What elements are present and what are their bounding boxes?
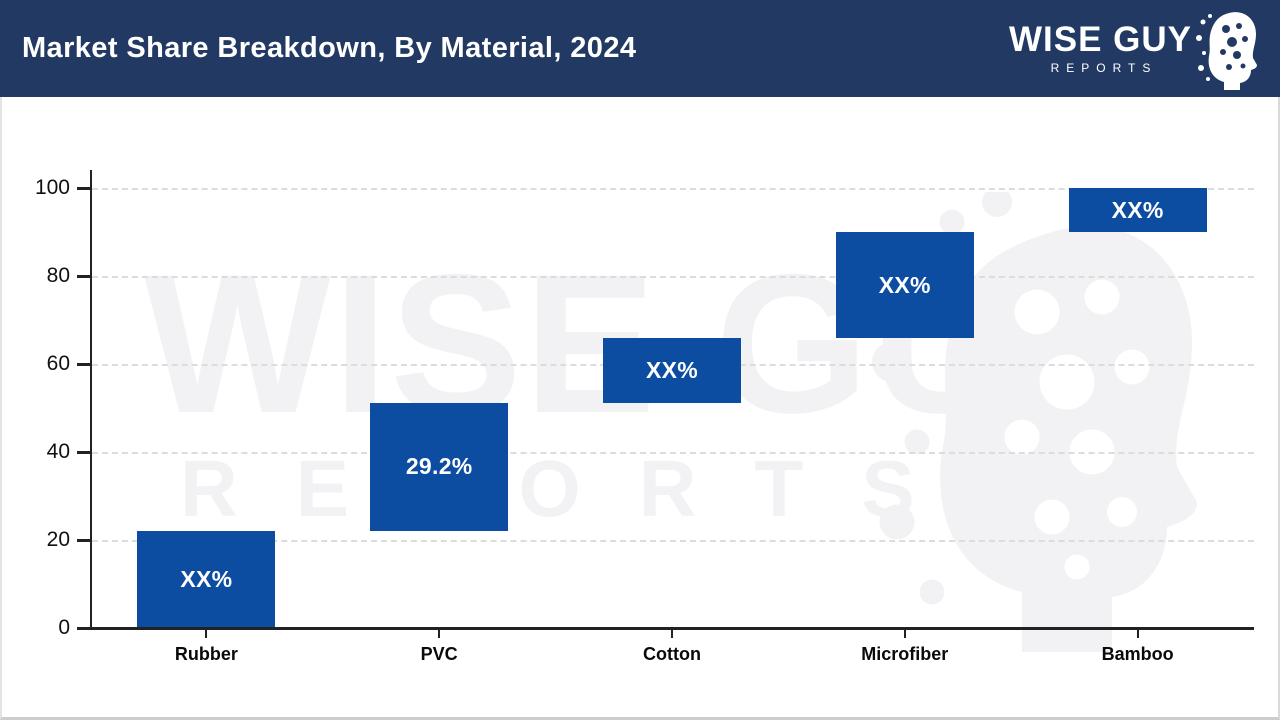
x-tick-mark: [671, 629, 673, 638]
bar-value-label: XX%: [180, 566, 233, 593]
bar-pvc: 29.2%: [370, 402, 509, 532]
bar-bamboo: XX%: [1068, 188, 1207, 232]
chart-title: Market Share Breakdown, By Material, 202…: [22, 32, 637, 64]
y-axis-tick-label: 60: [46, 352, 70, 375]
logo-wise-guy-text: WISE GUY: [1008, 20, 1192, 59]
x-tick-mark: [903, 629, 906, 638]
header-bar: Market Share Breakdown, By Material, 202…: [0, 0, 1280, 97]
y-tick-mark: [77, 539, 90, 542]
x-axis-label-rubber: Rubber: [174, 644, 238, 664]
gridline-20: [92, 540, 1254, 542]
gridline-40: [92, 452, 1254, 454]
y-tick-mark: [77, 187, 90, 190]
x-axis-label-microfiber: Microfiber: [861, 644, 949, 664]
y-axis-tick-label: 40: [46, 440, 70, 463]
bar-cotton: XX%: [603, 338, 741, 403]
logo-face-icon: [1196, 11, 1257, 90]
gridline-80: [92, 276, 1254, 278]
y-tick-mark: [77, 275, 90, 278]
wise-guy-logo: WISE GUY REPORTS: [1009, 8, 1258, 90]
x-axis-line: [90, 627, 1254, 630]
y-tick-mark: [77, 451, 90, 454]
x-tick-mark: [205, 629, 208, 638]
y-axis-tick-label: 100: [34, 176, 70, 199]
y-axis-tick-label: 20: [46, 528, 70, 551]
x-tick-mark: [1136, 629, 1139, 638]
bar-value-label: 29.2%: [405, 453, 473, 480]
bar-value-label: XX%: [1111, 196, 1164, 223]
chart-body: WISE GUY REPORTS 0 20 40 60 80 100 XX% Rubber 29…: [0, 97, 1280, 720]
bar-value-label: XX%: [878, 271, 931, 298]
bar-microfiber: XX%: [835, 232, 974, 339]
bar-value-label: XX%: [645, 357, 699, 384]
bar-rubber: XX%: [137, 531, 276, 628]
y-tick-mark: [77, 627, 90, 630]
x-axis-label-bamboo: Bamboo: [1101, 644, 1174, 664]
waterfall-chart: 0 20 40 60 80 100 XX% Rubber 29.2% PVC XX% Cotton XX…: [35, 170, 1254, 664]
x-axis-label-cotton: Cotton: [643, 644, 701, 664]
watermark-face-icon: [872, 192, 1197, 652]
x-axis-label-pvc: PVC: [420, 644, 458, 664]
gridline-100: [92, 188, 1254, 190]
watermark-reports: REPORTS: [180, 444, 973, 533]
y-axis-line: [90, 170, 92, 628]
y-axis-tick-label: 80: [46, 264, 70, 287]
x-tick-mark: [438, 629, 441, 638]
y-tick-mark: [77, 363, 90, 366]
logo-text: WISE GUY REPORTS: [1009, 22, 1192, 75]
logo-reports-text: REPORTS: [1050, 61, 1158, 75]
y-axis-tick-label: 0: [58, 616, 70, 639]
